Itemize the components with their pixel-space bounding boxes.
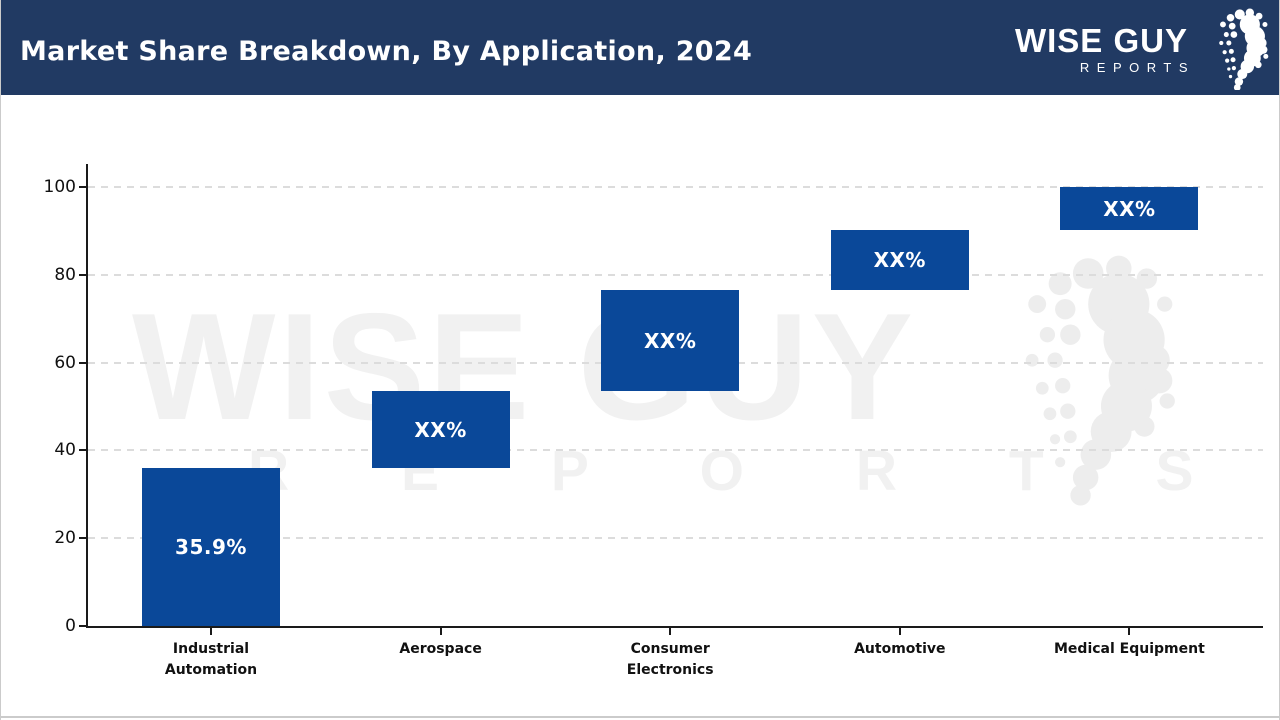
y-axis-spine (86, 164, 88, 628)
bar-aerospace: XX% (371, 391, 510, 469)
bar-value-label-consumer-electronics: XX% (643, 328, 697, 353)
y-tick-label-20: 20 (54, 528, 76, 549)
x-category-label-automotive: Automotive (854, 641, 946, 657)
x-tick-mark-automotive (898, 628, 901, 635)
y-tick-mark-0 (79, 625, 86, 627)
bar-value-label-medical-equipment: XX% (1103, 196, 1156, 221)
x-tick-mark-aerospace (439, 628, 442, 635)
y-tick-label-100: 100 (43, 177, 76, 197)
gridline-40 (88, 449, 1263, 452)
gridline-80 (88, 273, 1263, 276)
header-bar: Market Share Breakdown, By Application, … (0, 0, 1280, 95)
bar-automotive: XX% (830, 230, 969, 291)
bar-industrial-automation: 35.9% (142, 468, 280, 626)
y-tick-mark-40 (79, 449, 86, 452)
bar-value-label-industrial-automation: 35.9% (175, 535, 247, 560)
x-tick-mark-consumer-electronics (669, 628, 672, 635)
gridline-20 (88, 537, 1263, 540)
y-tick-mark-80 (79, 273, 86, 276)
watermark-text-line1: WISE GUY (132, 282, 917, 452)
brand-subtitle: REPORTS (1079, 60, 1195, 75)
y-tick-label-40: 40 (54, 440, 76, 461)
bar-value-label-automotive: XX% (873, 248, 926, 273)
y-tick-mark-100 (79, 186, 86, 188)
y-tick-label-80: 80 (54, 264, 76, 285)
page-border-left (0, 0, 1, 720)
page-title: Market Share Breakdown, By Application, … (20, 36, 753, 67)
y-tick-label-60: 60 (54, 352, 76, 373)
x-category-label-medical-equipment: Medical Equipment (1054, 641, 1205, 657)
brand-logo: WISE GUY REPORTS (1014, 22, 1188, 76)
y-tick-label-0: 0 (65, 616, 76, 636)
bar-consumer-electronics: XX% (601, 290, 740, 392)
page-border-bottom (0, 716, 1280, 718)
x-axis-spine (86, 626, 1263, 628)
x-category-label-consumer-electronics: Consumer Electronics (626, 641, 714, 678)
bar-medical-equipment: XX% (1060, 187, 1199, 231)
gridline-100 (88, 186, 1263, 188)
x-category-label-industrial-automation: Industrial Automation (164, 641, 258, 678)
brand-name: WISE GUY (1014, 22, 1188, 59)
x-tick-mark-industrial-automation (210, 628, 212, 635)
x-category-label-aerospace: Aerospace (399, 641, 482, 657)
x-tick-mark-medical-equipment (1128, 628, 1131, 635)
y-tick-mark-60 (79, 361, 86, 364)
bar-value-label-aerospace: XX% (414, 417, 467, 442)
y-tick-mark-20 (79, 537, 86, 540)
